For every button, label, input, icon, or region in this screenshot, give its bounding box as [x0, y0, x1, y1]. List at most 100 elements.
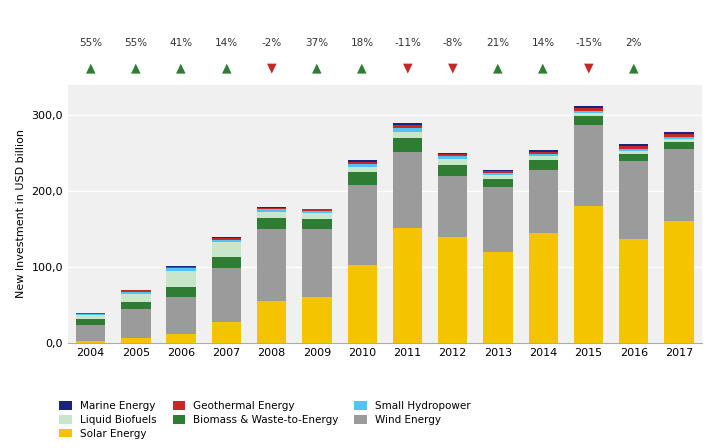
Bar	[121, 292, 150, 294]
Bar	[483, 173, 513, 175]
Bar	[166, 288, 196, 297]
Text: 41%: 41%	[170, 38, 193, 47]
Bar	[393, 125, 422, 128]
Bar	[257, 207, 286, 208]
Bar	[528, 233, 558, 343]
Bar	[121, 302, 150, 310]
Bar	[664, 221, 694, 343]
Text: ▲: ▲	[629, 61, 639, 75]
Bar	[574, 207, 604, 343]
Text: -15%: -15%	[575, 38, 602, 47]
Bar	[393, 128, 422, 132]
Text: 14%: 14%	[532, 38, 555, 47]
Bar	[483, 187, 513, 252]
Bar	[528, 150, 558, 152]
Bar	[483, 179, 513, 187]
Bar	[76, 341, 105, 343]
Text: -2%: -2%	[261, 38, 282, 47]
Bar	[212, 257, 241, 268]
Bar	[528, 160, 558, 170]
Bar	[212, 242, 241, 257]
Bar	[166, 268, 196, 271]
Text: ▼: ▼	[448, 61, 458, 75]
Bar	[664, 142, 694, 149]
Bar	[212, 268, 241, 322]
Bar	[166, 297, 196, 334]
Bar	[393, 123, 422, 125]
Bar	[438, 176, 468, 237]
Bar	[483, 252, 513, 343]
Bar	[664, 137, 694, 139]
Bar	[619, 161, 649, 239]
Bar	[619, 154, 649, 161]
Bar	[121, 310, 150, 338]
Text: 2%: 2%	[626, 38, 642, 47]
Bar	[76, 319, 105, 324]
Bar	[166, 266, 196, 267]
Bar	[347, 162, 377, 164]
Bar	[257, 208, 286, 209]
Bar	[528, 170, 558, 233]
Text: 21%: 21%	[486, 38, 510, 47]
Text: 37%: 37%	[306, 38, 329, 47]
Text: ▼: ▼	[267, 61, 276, 75]
Bar	[574, 111, 604, 113]
Bar	[664, 134, 694, 137]
Bar	[664, 139, 694, 142]
Bar	[438, 156, 468, 159]
Bar	[393, 152, 422, 228]
Bar	[393, 138, 422, 152]
Bar	[619, 239, 649, 343]
Bar	[302, 213, 332, 219]
Bar	[438, 159, 468, 165]
Bar	[302, 209, 332, 211]
Bar	[574, 113, 604, 116]
Bar	[76, 324, 105, 341]
Bar	[483, 175, 513, 179]
Text: -8%: -8%	[442, 38, 463, 47]
Bar	[347, 167, 377, 172]
Bar	[76, 313, 105, 314]
Y-axis label: New Investment in USD billion: New Investment in USD billion	[16, 129, 26, 298]
Bar	[257, 229, 286, 301]
Bar	[121, 290, 150, 292]
Bar	[302, 211, 332, 213]
Text: ▲: ▲	[357, 61, 367, 75]
Bar	[528, 152, 558, 154]
Bar	[212, 237, 241, 238]
Bar	[483, 172, 513, 173]
Text: ▲: ▲	[538, 61, 548, 75]
Bar	[302, 229, 332, 297]
Bar	[528, 154, 558, 156]
Text: 55%: 55%	[79, 38, 102, 47]
Text: -11%: -11%	[394, 38, 421, 47]
Bar	[619, 149, 649, 151]
Text: ▲: ▲	[222, 61, 231, 75]
Bar	[76, 314, 105, 315]
Bar	[574, 106, 604, 108]
Bar	[212, 322, 241, 343]
Bar	[347, 265, 377, 343]
Bar	[166, 271, 196, 288]
Bar	[257, 211, 286, 219]
Bar	[619, 151, 649, 154]
Text: ▲: ▲	[176, 61, 186, 75]
Bar	[166, 334, 196, 343]
Bar	[438, 237, 468, 343]
Text: ▼: ▼	[584, 61, 594, 75]
Bar	[347, 172, 377, 185]
Legend: Marine Energy, Liquid Biofuels, Solar Energy, Geothermal Energy, Biomass & Waste: Marine Energy, Liquid Biofuels, Solar En…	[55, 397, 475, 443]
Bar	[302, 219, 332, 229]
Bar	[257, 209, 286, 211]
Bar	[664, 132, 694, 134]
Bar	[347, 160, 377, 162]
Bar	[619, 146, 649, 149]
Bar	[574, 116, 604, 125]
Text: ▲: ▲	[312, 61, 321, 75]
Bar	[528, 156, 558, 160]
Bar	[483, 170, 513, 172]
Bar	[212, 238, 241, 240]
Bar	[347, 185, 377, 265]
Text: ▲: ▲	[86, 61, 95, 75]
Text: ▲: ▲	[493, 61, 503, 75]
